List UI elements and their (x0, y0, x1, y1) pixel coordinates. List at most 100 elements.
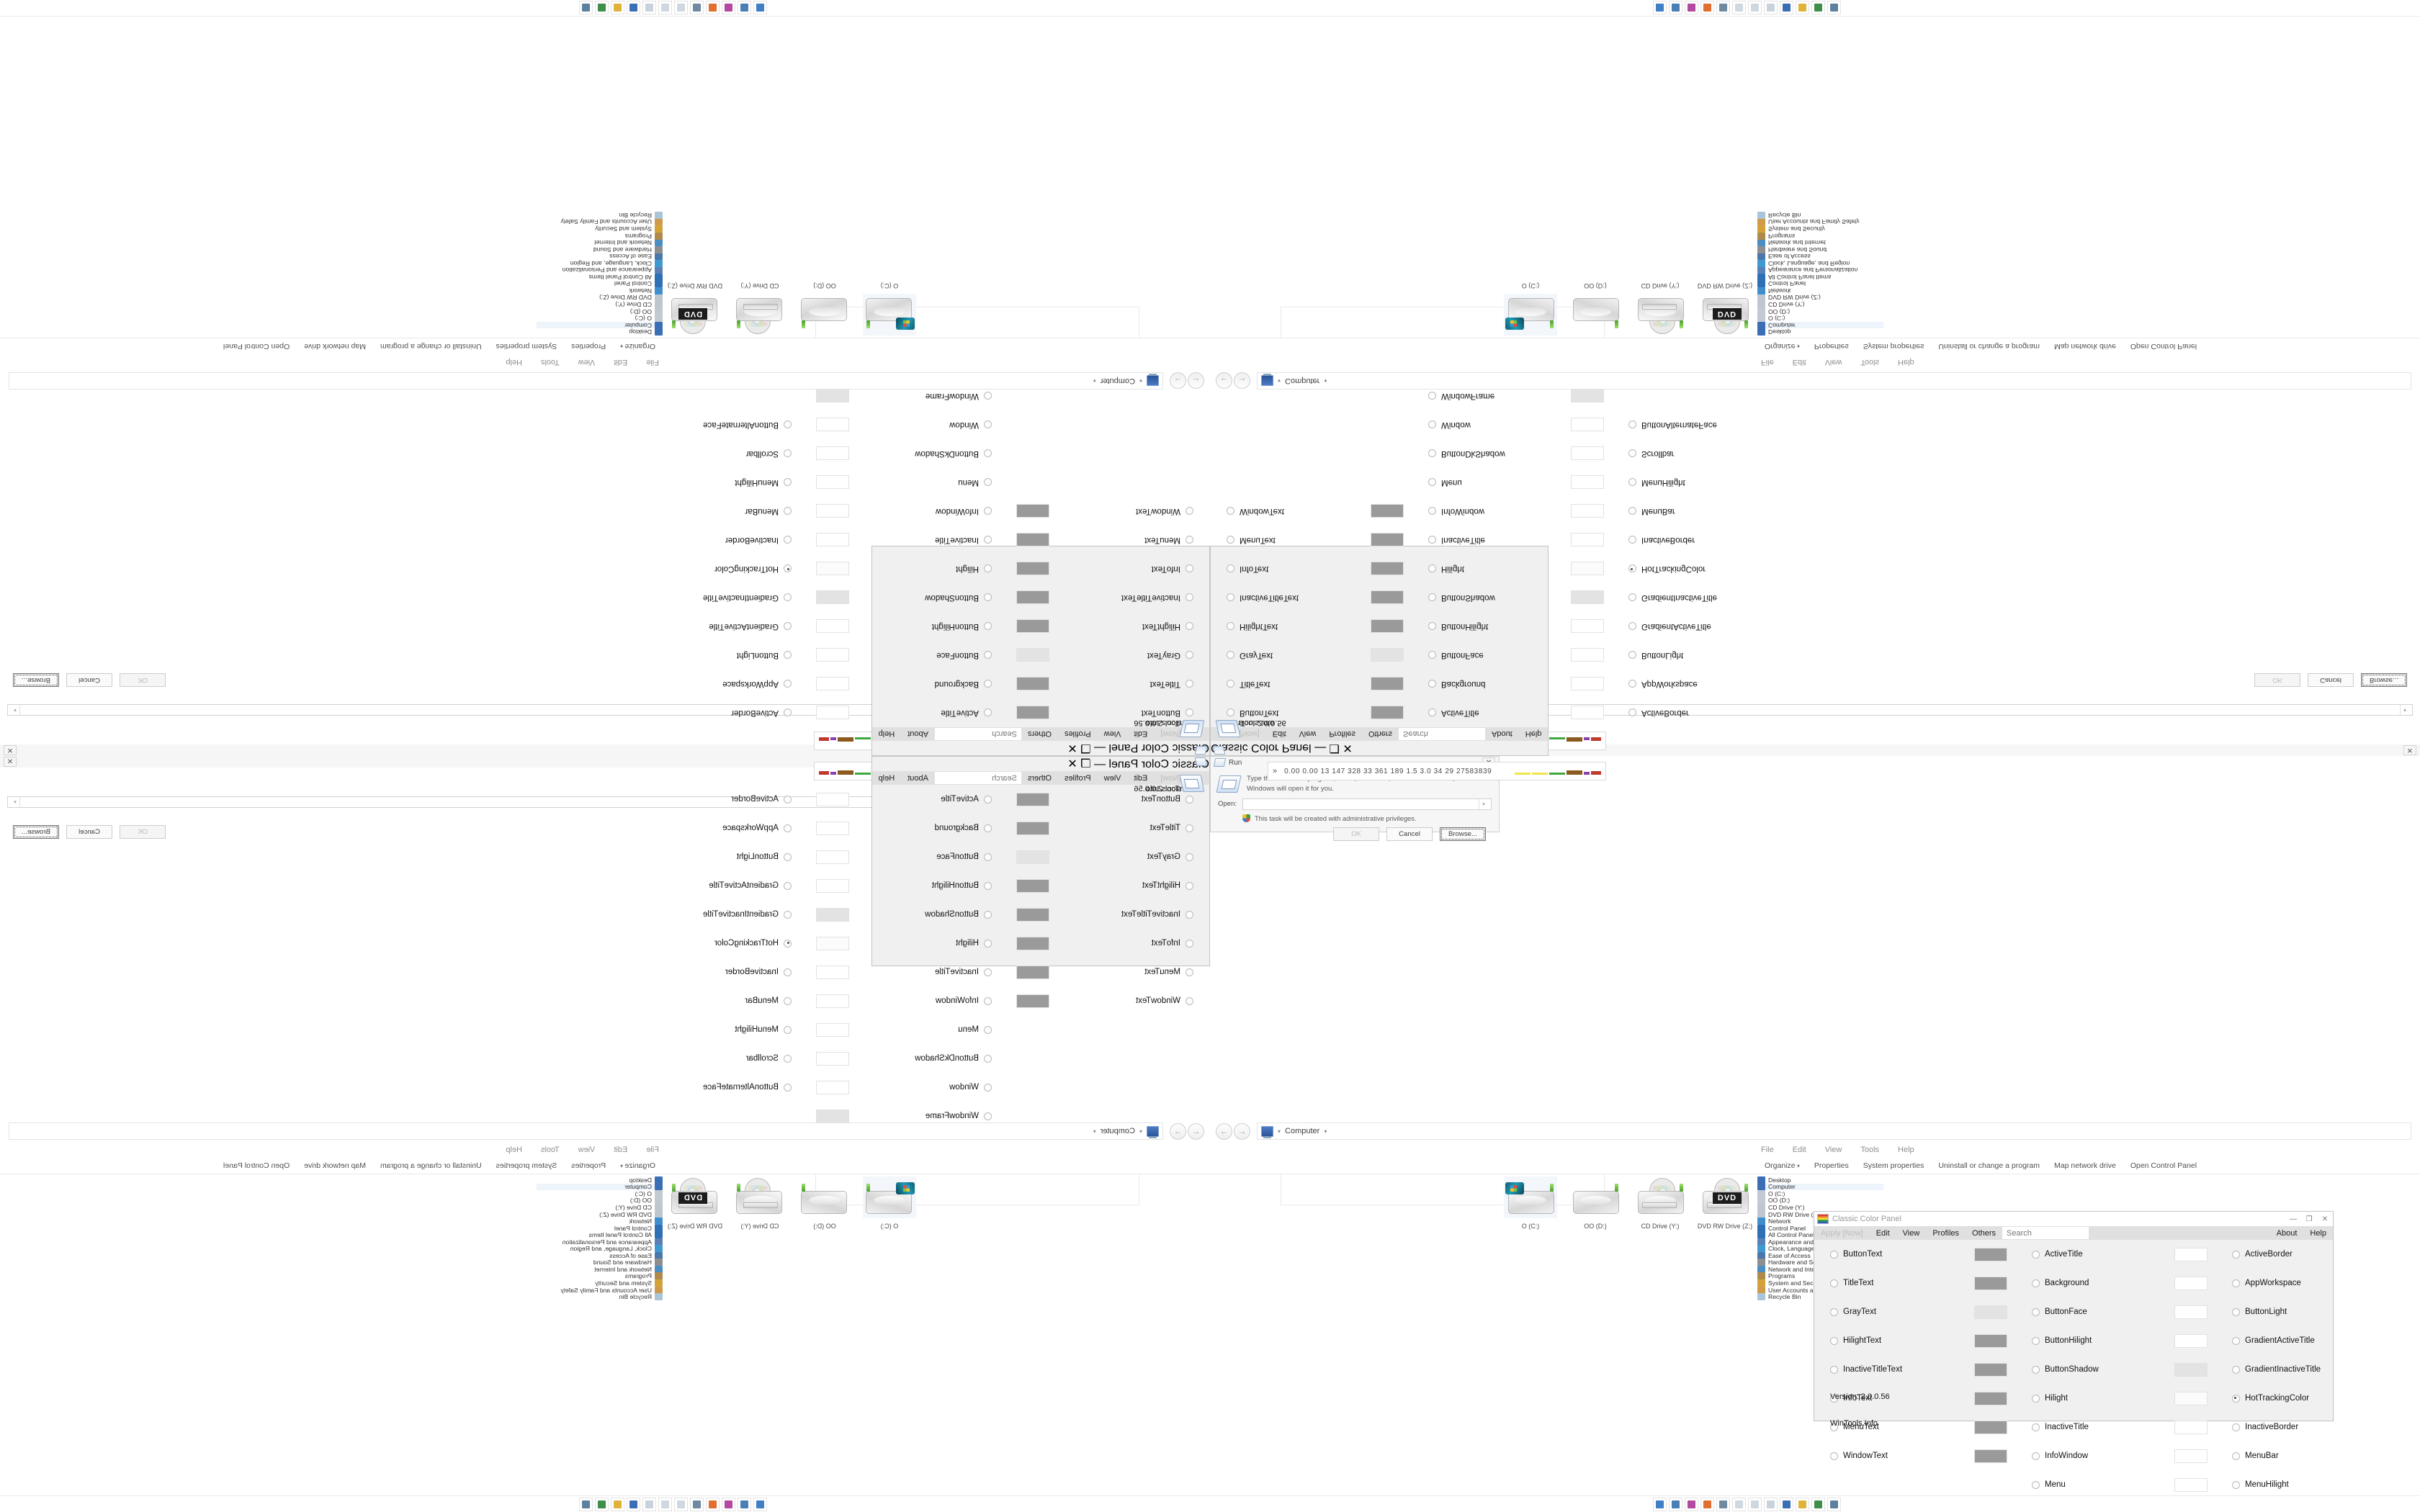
radio-buttontext[interactable] (1830, 1250, 1838, 1259)
drive-item[interactable]: CD Drive (Y:) (727, 256, 792, 336)
radio-hilight[interactable] (984, 564, 992, 573)
ccp-col2-row[interactable]: Menu (848, 1015, 992, 1044)
radio-hottrackingcolor[interactable] (784, 939, 792, 948)
taskbar-item-document[interactable] (1764, 1, 1778, 15)
swatch-buttondkshadow[interactable] (1571, 446, 1604, 461)
swatch-menu[interactable] (816, 1022, 849, 1037)
ccp-col1-row[interactable]: GrayText (1049, 842, 1193, 871)
nav-item[interactable]: All Control Panel Items (1757, 273, 1883, 281)
menu-edit[interactable]: Edit (614, 358, 628, 366)
ccp-col3-row[interactable]: ButtonLight (647, 641, 792, 670)
forward-button[interactable]: → (1234, 372, 1250, 390)
ccp-col3-row[interactable]: ButtonLight (2232, 1297, 2376, 1326)
ccp-col3-row[interactable]: GradientInactiveTitle (647, 900, 792, 929)
ccp-col3-row[interactable]: InactiveBorder (1628, 526, 1773, 554)
ccp-col2-row[interactable]: WindowFrame (848, 382, 992, 410)
ccp-col1-row[interactable]: WindowText (1830, 1441, 1974, 1470)
taskbar-item-display[interactable] (1716, 1, 1730, 15)
toolbar-system-properties[interactable]: System properties (1863, 1161, 1924, 1170)
taskbar-item-document[interactable] (642, 1497, 656, 1511)
swatch-inactivetitletext[interactable] (1016, 590, 1049, 605)
address-bar[interactable]: ▾ Computer ▾ (1257, 1122, 2411, 1140)
swatch-buttonface[interactable] (2174, 1305, 2208, 1319)
nav-item[interactable]: System and Security (1757, 1279, 1883, 1287)
swatch-buttonshadow[interactable] (816, 590, 849, 605)
swatch-windowframe[interactable] (1571, 389, 1604, 403)
swatch-menutext[interactable] (1016, 965, 1049, 979)
radio-infowindow[interactable] (984, 996, 992, 1005)
chevron-expand-icon[interactable]: » (1273, 766, 1278, 775)
swatch-buttontext[interactable] (1016, 792, 1049, 806)
toolbar-system-properties[interactable]: System properties (496, 342, 557, 351)
radio-inactivetitletext[interactable] (1186, 910, 1193, 919)
ccp-col3-row[interactable]: AppWorkspace (1628, 670, 1773, 698)
toolbar-uninstall[interactable]: Uninstall or change a program (380, 342, 482, 351)
nav-item[interactable]: Desktop (537, 1176, 663, 1184)
ccp-col3-row[interactable]: Scrollbar (647, 1044, 792, 1073)
drive-item[interactable]: DVD DVD RW Drive (Z:) (1693, 1176, 1757, 1256)
nav-item[interactable]: DVD RW Drive (Z:) (1757, 294, 1883, 302)
radio-buttonshadow[interactable] (1428, 593, 1436, 602)
radio-buttonface[interactable] (2032, 1308, 2040, 1316)
nav-item[interactable]: Recycle Bin (537, 211, 663, 219)
radio-buttontext[interactable] (1186, 708, 1193, 717)
toolbar-system-properties[interactable]: System properties (1863, 342, 1924, 351)
taskbar-item-disk[interactable] (627, 1497, 640, 1511)
radio-scrollbar[interactable] (1628, 449, 1636, 458)
radio-buttonhilight[interactable] (2032, 1336, 2040, 1345)
nav-item[interactable]: Network (537, 287, 663, 294)
ccp-col2-row[interactable]: ButtonShadow (2032, 1355, 2176, 1384)
swatch-inactivetitle[interactable] (2174, 1420, 2208, 1434)
toolbar-open-control-panel[interactable]: Open Control Panel (223, 342, 290, 351)
swatch-inactivetitle[interactable] (816, 965, 849, 979)
nav-item[interactable]: OO (D:) (1757, 307, 1883, 315)
radio-menuhilight[interactable] (2232, 1480, 2240, 1489)
radio-menuhilight[interactable] (1628, 478, 1636, 487)
ccp-col1-row[interactable]: HilightText (1049, 612, 1193, 641)
radio-buttonface[interactable] (984, 852, 992, 861)
taskbar-item-system[interactable] (579, 1497, 593, 1511)
radio-menubar[interactable] (1628, 507, 1636, 516)
maximize-button[interactable]: ❐ (1080, 758, 1091, 770)
ccp-col1-row[interactable]: GrayText (1227, 641, 1371, 670)
menu-tools[interactable]: Tools (540, 1146, 560, 1154)
navigation-pane[interactable]: Desktop Computer O (C:) OO (D:) CD Drive (Y:… (1757, 1176, 1883, 1301)
drive-item[interactable]: O (C:) (1498, 1176, 1563, 1256)
ccp-col3-row[interactable]: GradientInactiveTitle (1628, 583, 1773, 612)
taskbar-item-monitor[interactable] (738, 1, 751, 15)
radio-menutext[interactable] (1186, 968, 1193, 976)
ccp-col2-row[interactable]: Menu (2032, 1470, 2176, 1499)
run-open-combobox[interactable]: ▾ (1242, 798, 1492, 810)
swatch-titletext[interactable] (1371, 677, 1404, 691)
radio-inactivetitletext[interactable] (1186, 593, 1193, 602)
ccp-col2-row[interactable]: ButtonShadow (1428, 583, 1572, 612)
drives-content-view[interactable]: O (C:) OO (D:) CD Drive (Y:) DVD DVD RW Driv… (1498, 1176, 1757, 1256)
ccp-col1-row[interactable]: InactiveTitleText (1049, 900, 1193, 929)
radio-buttondkshadow[interactable] (1428, 449, 1436, 458)
swatch-graytext[interactable] (1016, 648, 1049, 662)
ccp-col1-row[interactable]: MenuText (1049, 958, 1193, 986)
radio-hottrackingcolor[interactable] (784, 564, 792, 573)
ccp-col3-row[interactable]: MenuHilight (1628, 468, 1773, 497)
nav-item[interactable]: DVD RW Drive (Z:) (537, 1210, 663, 1218)
minimize-button[interactable]: — (2290, 1215, 2297, 1223)
nav-item[interactable]: Clock, Language, and Region (537, 1245, 663, 1253)
nav-item[interactable]: O (C:) (1757, 315, 1883, 323)
ccp-col1-row[interactable]: HilightText (1227, 612, 1371, 641)
nav-item[interactable]: Appearance and Personalization (537, 266, 663, 274)
toolbar-map-network-drive[interactable]: Map network drive (2054, 1161, 2116, 1170)
forward-button[interactable]: → (1234, 1122, 1250, 1140)
taskbar-item-rainbow[interactable] (1685, 1, 1698, 15)
nav-item[interactable]: Hardware and Sound (1757, 246, 1883, 253)
toolbar-uninstall[interactable]: Uninstall or change a program (1938, 342, 2040, 351)
ccp-col3-row[interactable]: MenuBar (647, 986, 792, 1015)
swatch-activetitle[interactable] (1571, 706, 1604, 720)
radio-window[interactable] (984, 420, 992, 429)
radio-background[interactable] (984, 680, 992, 688)
radio-background[interactable] (2032, 1279, 2040, 1287)
forward-button[interactable]: → (1170, 372, 1186, 390)
nav-item[interactable]: Network (537, 1218, 663, 1225)
drive-item[interactable]: OO (D:) (1563, 1176, 1628, 1256)
ccp-menu-edit[interactable]: Edit (1134, 773, 1148, 783)
radio-menubar[interactable] (784, 996, 792, 1005)
